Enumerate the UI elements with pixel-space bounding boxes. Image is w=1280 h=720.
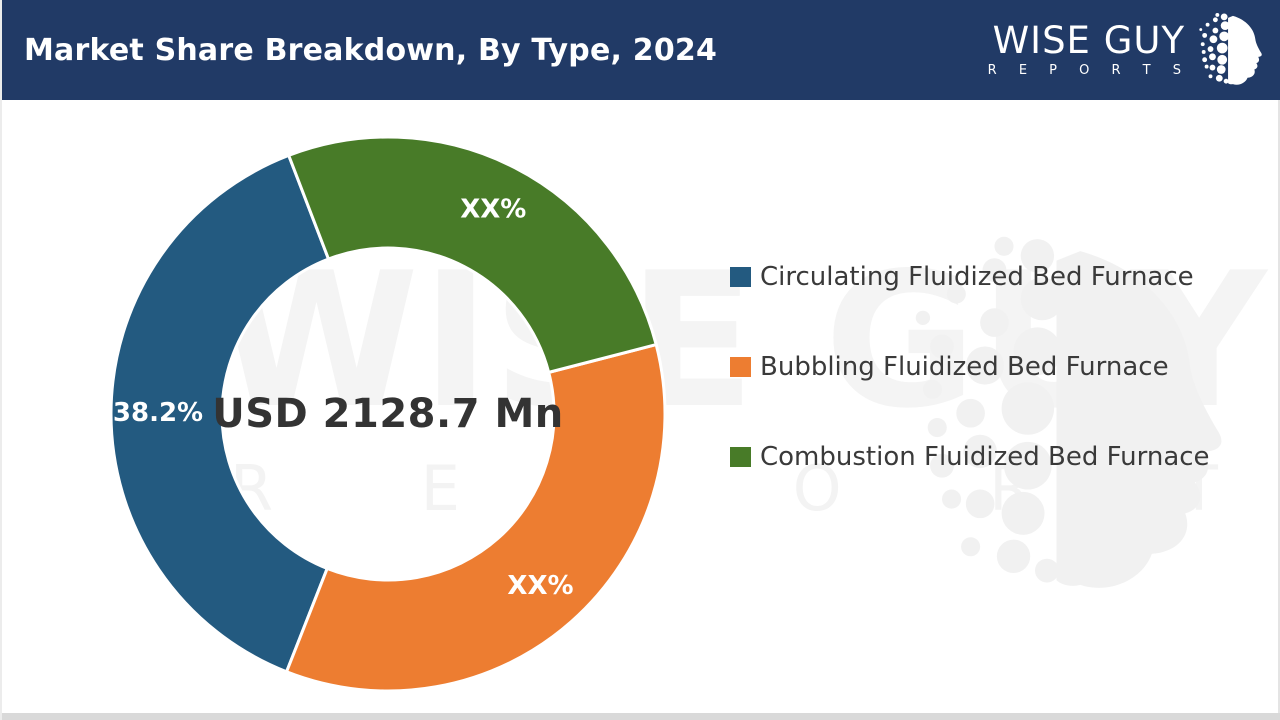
footer-strip xyxy=(2,713,1280,720)
header: Market Share Breakdown, By Type, 2024 WI… xyxy=(2,0,1280,100)
legend-label: Circulating Fluidized Bed Furnace xyxy=(760,262,1194,292)
logo-tagline: R E P O R T S xyxy=(987,62,1190,78)
donut-segment xyxy=(284,342,667,693)
segment-percentage-label: XX% xyxy=(507,571,573,601)
legend-swatch-combustion xyxy=(730,447,751,467)
watermark-face-icon xyxy=(880,222,1252,618)
segment-percentage-label: XX% xyxy=(460,195,526,225)
legend-swatch-bubbling xyxy=(730,357,751,377)
segment-percentage-label: 38.2% xyxy=(113,398,203,428)
donut-segment xyxy=(286,135,658,375)
wiseguy-logo-text: WISE GUY R E P O R T S xyxy=(987,19,1190,78)
legend-label: Combustion Fluidized Bed Furnace xyxy=(760,442,1210,472)
wiseguy-face-icon xyxy=(1192,10,1268,90)
legend-item: Combustion Fluidized Bed Furnace xyxy=(730,440,1210,474)
chart-legend: Circulating Fluidized Bed Furnace Bubbli… xyxy=(730,260,1210,530)
donut-chart: 38.2% XX% XX% xyxy=(108,134,668,694)
legend-item: Bubbling Fluidized Bed Furnace xyxy=(730,350,1210,384)
legend-label: Bubbling Fluidized Bed Furnace xyxy=(760,352,1169,382)
legend-swatch-circulating xyxy=(730,267,751,287)
logo-brand-name: WISE GUY xyxy=(992,19,1186,63)
legend-item: Circulating Fluidized Bed Furnace xyxy=(730,260,1210,294)
donut-segment xyxy=(109,153,331,674)
wiseguy-logo: WISE GUY R E P O R T S xyxy=(988,6,1268,94)
page-title: Market Share Breakdown, By Type, 2024 xyxy=(24,32,718,68)
